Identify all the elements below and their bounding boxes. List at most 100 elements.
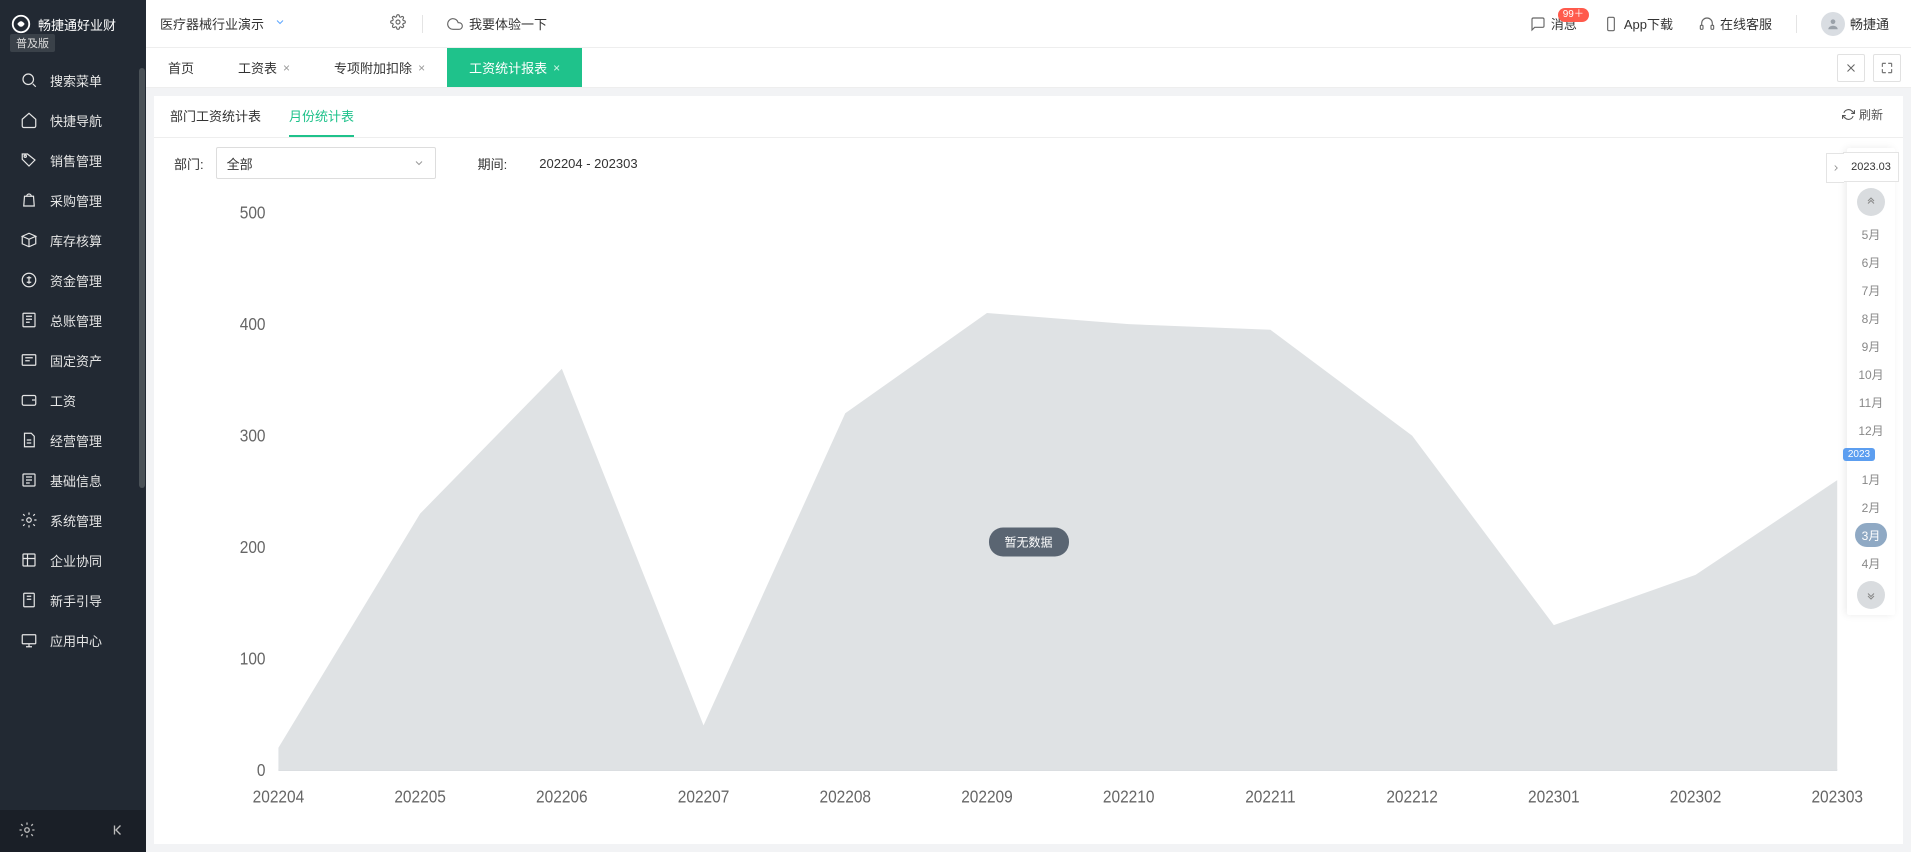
message-icon xyxy=(1530,16,1546,32)
settings-icon[interactable] xyxy=(18,821,36,842)
chevron-down-icon xyxy=(274,16,286,31)
sidebar-label: 库存核算 xyxy=(50,231,102,250)
subtab-0[interactable]: 部门工资统计表 xyxy=(170,96,261,137)
rail-year-divider: 2023 xyxy=(1843,448,1875,461)
svg-text:202208: 202208 xyxy=(819,786,871,806)
sidebar-item-7[interactable]: 固定资产 xyxy=(0,340,146,380)
rail-month-11[interactable]: 4月 xyxy=(1855,551,1887,575)
filter-row: 部门: 全部 期间: 202204 - 202303 xyxy=(154,138,1903,188)
sidebar-footer xyxy=(0,810,146,852)
sidebar-item-0[interactable]: 搜索菜单 xyxy=(0,60,146,100)
sidebar-item-5[interactable]: 资金管理 xyxy=(0,260,146,300)
sidebar-item-12[interactable]: 企业协同 xyxy=(0,540,146,580)
chart-container: 0100200300400500202204202205202206202207… xyxy=(154,188,1903,844)
rail-month-0[interactable]: 5月 xyxy=(1855,222,1887,246)
sidebar-item-2[interactable]: 销售管理 xyxy=(0,140,146,180)
rail-month-10[interactable]: 3月 xyxy=(1855,523,1887,547)
rail-collapse-button[interactable] xyxy=(1826,153,1844,183)
month-rail-header-label: 2023.03 xyxy=(1851,161,1891,173)
sidebar-item-6[interactable]: 总账管理 xyxy=(0,300,146,340)
user-menu[interactable]: 畅捷通 xyxy=(1813,12,1897,36)
org-settings-icon[interactable] xyxy=(390,14,406,33)
no-data-badge: 暂无数据 xyxy=(988,528,1068,557)
rail-month-5[interactable]: 10月 xyxy=(1855,362,1887,386)
close-icon[interactable]: × xyxy=(283,61,290,75)
rail-month-1[interactable]: 6月 xyxy=(1855,250,1887,274)
collapse-icon[interactable] xyxy=(110,821,128,842)
rail-month-2[interactable]: 7月 xyxy=(1855,278,1887,302)
svg-text:300: 300 xyxy=(240,426,266,446)
user-name: 畅捷通 xyxy=(1850,14,1889,33)
sidebar-item-4[interactable]: 库存核算 xyxy=(0,220,146,260)
sidebar-label: 工资 xyxy=(50,391,76,410)
month-rail-up[interactable] xyxy=(1857,188,1885,216)
rail-month-6[interactable]: 11月 xyxy=(1855,390,1887,414)
svg-text:202204: 202204 xyxy=(253,786,305,806)
sidebar-item-10[interactable]: 基础信息 xyxy=(0,460,146,500)
sidebar-item-13[interactable]: 新手引导 xyxy=(0,580,146,620)
svg-text:200: 200 xyxy=(240,537,266,557)
gear-icon xyxy=(20,511,38,529)
box-icon xyxy=(20,231,38,249)
sub-tabs: 部门工资统计表月份统计表 刷新 xyxy=(154,96,1903,138)
sidebar-item-1[interactable]: 快捷导航 xyxy=(0,100,146,140)
svg-text:202206: 202206 xyxy=(536,786,588,806)
org-selector[interactable]: 医疗器械行业演示 xyxy=(160,14,380,33)
rail-month-3[interactable]: 8月 xyxy=(1855,306,1887,330)
svg-text:202209: 202209 xyxy=(961,786,1013,806)
dept-select[interactable]: 全部 xyxy=(216,147,436,179)
support-button[interactable]: 在线客服 xyxy=(1691,14,1780,33)
sidebar-item-8[interactable]: 工资 xyxy=(0,380,146,420)
sidebar-scrollbar[interactable] xyxy=(138,48,146,810)
close-tabs-button[interactable] xyxy=(1837,54,1865,82)
info-icon xyxy=(20,471,38,489)
sidebar-label: 基础信息 xyxy=(50,471,102,490)
tab-label: 首页 xyxy=(168,58,194,77)
month-rail-header[interactable]: 2023.03 xyxy=(1843,152,1899,182)
sidebar-item-3[interactable]: 采购管理 xyxy=(0,180,146,220)
logo-icon xyxy=(10,13,32,35)
rail-month-8[interactable]: 1月 xyxy=(1855,467,1887,491)
svg-text:202210: 202210 xyxy=(1103,786,1155,806)
panel: 部门工资统计表月份统计表 刷新 部门: 全部 期间: 202204 - 2023… xyxy=(154,96,1903,844)
tab-3[interactable]: 工资统计报表× xyxy=(447,48,582,87)
collab-icon xyxy=(20,551,38,569)
messages-button[interactable]: 消息 99＋ xyxy=(1522,14,1585,33)
svg-text:202211: 202211 xyxy=(1245,786,1295,806)
sidebar-label: 销售管理 xyxy=(50,151,102,170)
month-rail-down[interactable] xyxy=(1857,581,1885,609)
svg-text:202205: 202205 xyxy=(394,786,446,806)
svg-text:202302: 202302 xyxy=(1670,786,1722,806)
period-value: 202204 - 202303 xyxy=(539,156,637,171)
sidebar-item-9[interactable]: 经营管理 xyxy=(0,420,146,460)
svg-text:202207: 202207 xyxy=(678,786,730,806)
bag-icon xyxy=(20,191,38,209)
try-label: 我要体验一下 xyxy=(469,14,547,33)
try-button[interactable]: 我要体验一下 xyxy=(447,14,547,33)
tab-0[interactable]: 首页 xyxy=(146,48,216,87)
subtab-1[interactable]: 月份统计表 xyxy=(289,96,354,137)
fullscreen-button[interactable] xyxy=(1873,54,1901,82)
edition-badge: 普及版 xyxy=(10,34,55,52)
content-area: 部门工资统计表月份统计表 刷新 部门: 全部 期间: 202204 - 2023… xyxy=(146,88,1911,852)
app-download-button[interactable]: App下载 xyxy=(1595,14,1681,33)
tab-1[interactable]: 工资表× xyxy=(216,48,312,87)
sidebar-item-14[interactable]: 应用中心 xyxy=(0,620,146,660)
svg-text:202212: 202212 xyxy=(1386,786,1438,806)
rail-month-4[interactable]: 9月 xyxy=(1855,334,1887,358)
close-icon[interactable]: × xyxy=(553,61,560,75)
sidebar-item-11[interactable]: 系统管理 xyxy=(0,500,146,540)
svg-text:100: 100 xyxy=(240,648,266,668)
close-icon[interactable]: × xyxy=(418,61,425,75)
sidebar-label: 企业协同 xyxy=(50,551,102,570)
sidebar-label: 固定资产 xyxy=(50,351,102,370)
avatar-icon xyxy=(1821,12,1845,36)
rail-month-9[interactable]: 2月 xyxy=(1855,495,1887,519)
refresh-button[interactable]: 刷新 xyxy=(1842,106,1883,123)
brand-name: 畅捷通好业财 xyxy=(38,15,116,34)
ledger-icon xyxy=(20,311,38,329)
sidebar-label: 采购管理 xyxy=(50,191,102,210)
rail-month-7[interactable]: 12月 xyxy=(1855,418,1887,442)
coin-icon xyxy=(20,271,38,289)
tab-2[interactable]: 专项附加扣除× xyxy=(312,48,447,87)
